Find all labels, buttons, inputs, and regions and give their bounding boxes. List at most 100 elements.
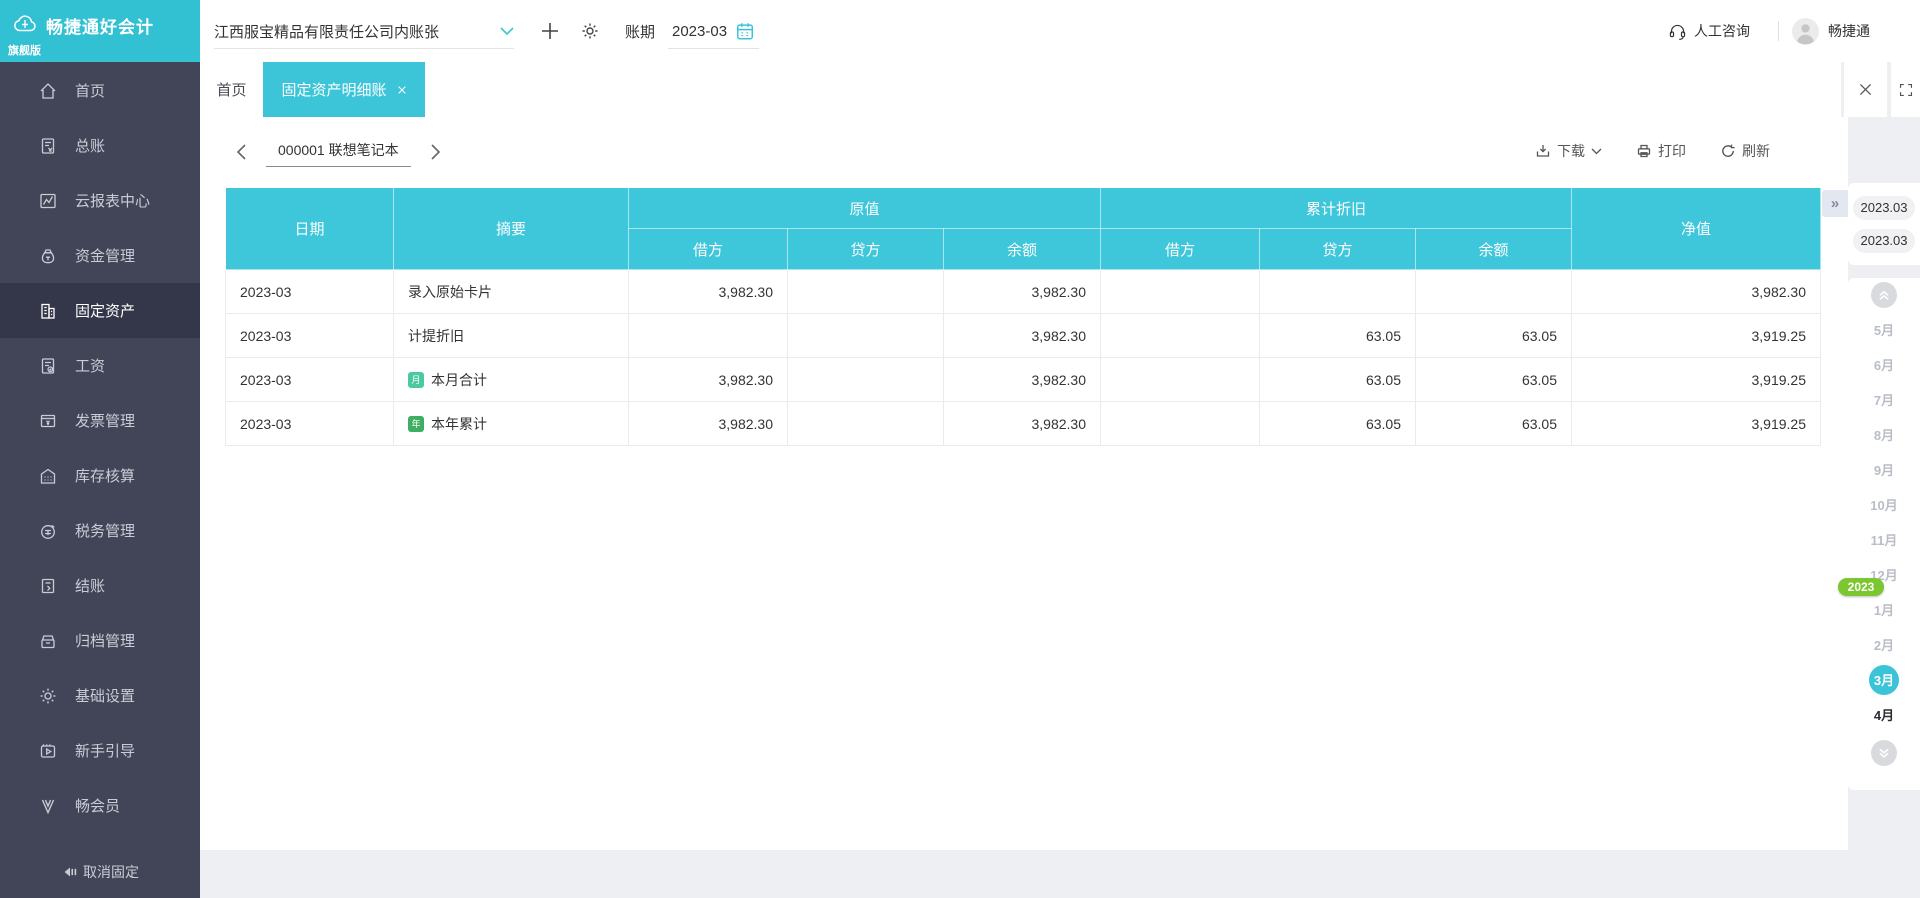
next-asset-button[interactable]	[425, 141, 447, 163]
sidebar-item-cloud-reports[interactable]: 云报表中心	[0, 173, 200, 228]
table-row[interactable]: 2023-03 录入原始卡片 3,982.30 3,982.30 3,982.3…	[225, 269, 1821, 314]
refresh-label: 刷新	[1742, 143, 1770, 159]
sidebar-item-funds[interactable]: 资金管理	[0, 228, 200, 283]
col-header-summary: 摘要	[393, 188, 629, 270]
col-header-balance: 余额	[1415, 228, 1572, 270]
sidebar-item-label: 首页	[75, 83, 106, 100]
scroll-up-button[interactable]	[1871, 282, 1897, 308]
month-item[interactable]: 2月	[1873, 638, 1895, 653]
cell-dep-debit	[1100, 401, 1260, 446]
sidebar-item-label: 畅会员	[75, 798, 121, 815]
table-row[interactable]: 2023-03 月本月合计 3,982.30 3,982.30 63.05 63…	[225, 357, 1821, 402]
sidebar-item-member[interactable]: 畅会员	[0, 778, 200, 833]
sidebar-item-payroll[interactable]: 工资	[0, 338, 200, 393]
sidebar-item-guide[interactable]: 新手引导	[0, 723, 200, 778]
sidebar-item-label: 云报表中心	[75, 193, 151, 210]
app-logo[interactable]: 畅捷通好会计 旗舰版	[0, 0, 200, 62]
month-item[interactable]: 5月	[1873, 323, 1895, 338]
download-button[interactable]: 下载	[1535, 141, 1602, 161]
cell-dep-credit: 63.05	[1259, 357, 1416, 402]
cell-original-debit: 3,982.30	[628, 357, 788, 402]
printer-icon	[1636, 143, 1652, 159]
cell-original-credit	[787, 269, 944, 314]
tab-label: 固定资产明细账	[281, 82, 387, 99]
chevron-down-icon	[500, 26, 514, 36]
sidebar-item-label: 资金管理	[75, 248, 136, 265]
prev-asset-button[interactable]	[230, 141, 252, 163]
company-selector[interactable]: 江西服宝精品有限责任公司内账张	[214, 14, 514, 49]
month-item[interactable]: 6月	[1873, 358, 1895, 373]
warehouse-icon	[38, 466, 58, 486]
print-button[interactable]: 打印	[1636, 141, 1686, 161]
fullscreen-button[interactable]	[1891, 62, 1920, 117]
month-list: 5月 6月 7月 8月 9月 10月 11月 12月 1月 2月 3月 4月	[1869, 312, 1899, 732]
sidebar-item-general-ledger[interactable]: 总账	[0, 118, 200, 173]
month-item[interactable]: 7月	[1873, 393, 1895, 408]
unpin-label: 取消固定	[83, 864, 139, 880]
sidebar-item-tax[interactable]: 税务管理	[0, 503, 200, 558]
period-chip[interactable]: 2023.03	[1853, 228, 1915, 253]
period-picker[interactable]: 2023-03	[668, 14, 760, 49]
sidebar-item-settings[interactable]: 基础设置	[0, 668, 200, 723]
print-label: 打印	[1658, 143, 1686, 159]
tab-close-icon[interactable]	[397, 85, 407, 95]
cell-original-debit	[628, 313, 788, 358]
top-bar: 江西服宝精品有限责任公司内账张 账期 2023-03 人工	[0, 0, 1920, 62]
sidebar-item-label: 结账	[75, 578, 106, 595]
account-settings-button[interactable]	[576, 0, 604, 62]
month-item[interactable]: 10月	[1870, 498, 1898, 513]
add-account-button[interactable]	[536, 0, 564, 62]
col-header-balance: 余额	[943, 228, 1101, 270]
collapse-left-icon	[61, 863, 79, 881]
tab-label: 首页	[216, 82, 247, 99]
close-page-button[interactable]	[1844, 62, 1887, 117]
sidebar-item-fixed-assets[interactable]: 固定资产	[0, 283, 200, 338]
cell-original-credit	[787, 401, 944, 446]
app-title: 畅捷通好会计	[46, 17, 154, 37]
period-value: 2023-03	[672, 22, 728, 40]
month-item[interactable]: 9月	[1873, 463, 1895, 478]
sidebar-item-home[interactable]: 首页	[0, 63, 200, 118]
cell-original-debit: 3,982.30	[628, 401, 788, 446]
tax-coin-icon	[38, 521, 58, 541]
cell-summary: 月本月合计	[393, 357, 629, 402]
live-support-button[interactable]: 人工咨询	[1668, 0, 1750, 62]
tab-fixed-asset-ledger[interactable]: 固定资产明细账	[263, 62, 425, 117]
col-group-accumulated-depreciation: 累计折旧	[1100, 188, 1572, 229]
scroll-down-button[interactable]	[1871, 740, 1897, 766]
month-item-selected[interactable]: 3月	[1869, 664, 1899, 695]
support-label: 人工咨询	[1694, 23, 1750, 39]
month-item-current[interactable]: 4月	[1873, 708, 1895, 723]
cell-original-credit	[787, 357, 944, 402]
month-item[interactable]: 8月	[1873, 428, 1895, 443]
payroll-doc-icon	[38, 356, 58, 376]
cell-date: 2023-03	[225, 401, 394, 446]
table-row[interactable]: 2023-03 年本年累计 3,982.30 3,982.30 63.05 63…	[225, 401, 1821, 446]
report-chart-icon	[38, 191, 58, 211]
month-item[interactable]: 1月	[1873, 603, 1895, 618]
month-item[interactable]: 11月	[1870, 533, 1898, 548]
sidebar-item-invoice[interactable]: 发票管理	[0, 393, 200, 448]
refresh-icon	[1720, 143, 1736, 159]
sidebar-item-archive[interactable]: 归档管理	[0, 613, 200, 668]
unpin-sidebar-button[interactable]: 取消固定	[0, 854, 200, 890]
cloud-logo-icon	[12, 12, 38, 38]
invoice-icon	[38, 411, 58, 431]
period-chip[interactable]: 2023.03	[1853, 195, 1915, 220]
refresh-button[interactable]: 刷新	[1720, 141, 1770, 161]
user-menu[interactable]: 畅捷通	[1792, 0, 1870, 62]
cell-dep-balance: 63.05	[1415, 357, 1572, 402]
col-header-credit: 贷方	[1259, 228, 1416, 270]
sidebar-item-label: 工资	[75, 358, 106, 375]
sidebar-item-closing[interactable]: 结账	[0, 558, 200, 613]
collapse-panel-button[interactable]: »	[1822, 190, 1848, 217]
download-label: 下载	[1557, 143, 1585, 159]
sidebar-item-inventory[interactable]: 库存核算	[0, 448, 200, 503]
tab-home[interactable]: 首页	[200, 62, 263, 117]
asset-selector[interactable]: 000001 联想笔记本	[266, 137, 411, 167]
closing-book-icon	[38, 576, 58, 596]
sidebar-nav: 首页 总账 云报表中心 资金管理 固定资产 工资 发票管理 库存核算	[0, 62, 200, 898]
fullscreen-icon	[1898, 82, 1914, 98]
table-row[interactable]: 2023-03 计提折旧 3,982.30 63.05 63.05 3,919.…	[225, 313, 1821, 358]
